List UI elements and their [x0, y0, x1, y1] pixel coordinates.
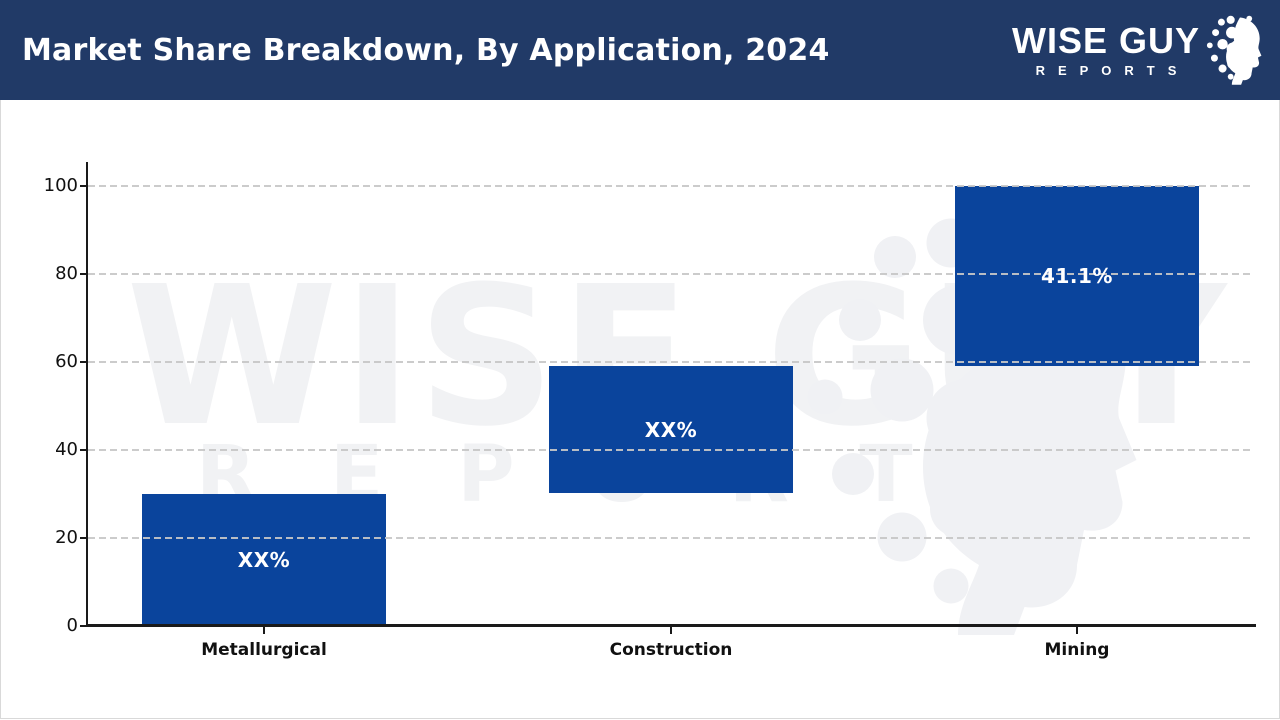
logo-subtitle: REPORTS — [1035, 62, 1190, 78]
y-tick-mark — [80, 184, 87, 187]
bar-value-label: 41.1% — [1041, 263, 1113, 288]
gridline — [88, 536, 1254, 539]
x-axis-spine — [86, 624, 1256, 627]
header-bar: Market Share Breakdown, By Application, … — [0, 0, 1280, 100]
x-tick-mark — [670, 627, 672, 634]
logo-head-icon — [1206, 15, 1262, 85]
x-category-label: Construction — [609, 640, 733, 660]
y-tick-mark — [80, 272, 87, 275]
logo-wordmark: WISE GUY — [1011, 19, 1200, 61]
bar-segment — [955, 185, 1199, 367]
bar-segment — [549, 366, 793, 494]
y-tick-label: 20 — [55, 526, 78, 548]
bar-value-label: XX% — [644, 417, 698, 442]
y-tick-label: 100 — [43, 174, 78, 196]
y-tick-mark — [80, 360, 87, 363]
logo-text: WISE GUY REPORTS — [1011, 19, 1200, 78]
gridline — [88, 360, 1254, 363]
y-tick-mark — [80, 448, 87, 451]
y-tick-label: 60 — [55, 350, 78, 372]
bar-segment — [142, 493, 386, 626]
x-tick-mark — [263, 627, 265, 634]
wise-guy-reports-logo: WISE GUY REPORTS — [1012, 15, 1262, 85]
x-category-label: Metallurgical — [201, 640, 327, 660]
gridline — [88, 448, 1254, 451]
gridline — [88, 272, 1254, 275]
bar-value-label: XX% — [237, 547, 291, 572]
y-tick-label: 40 — [55, 438, 78, 460]
chart-title: Market Share Breakdown, By Application, … — [22, 32, 830, 68]
y-tick-label: 0 — [66, 614, 78, 636]
y-tick-mark — [80, 536, 87, 539]
x-category-label: Mining — [1044, 640, 1110, 660]
y-axis-spine — [86, 162, 88, 627]
y-tick-mark — [80, 624, 87, 627]
y-tick-label: 80 — [55, 262, 78, 284]
x-tick-mark — [1076, 627, 1078, 634]
gridline — [88, 184, 1254, 187]
